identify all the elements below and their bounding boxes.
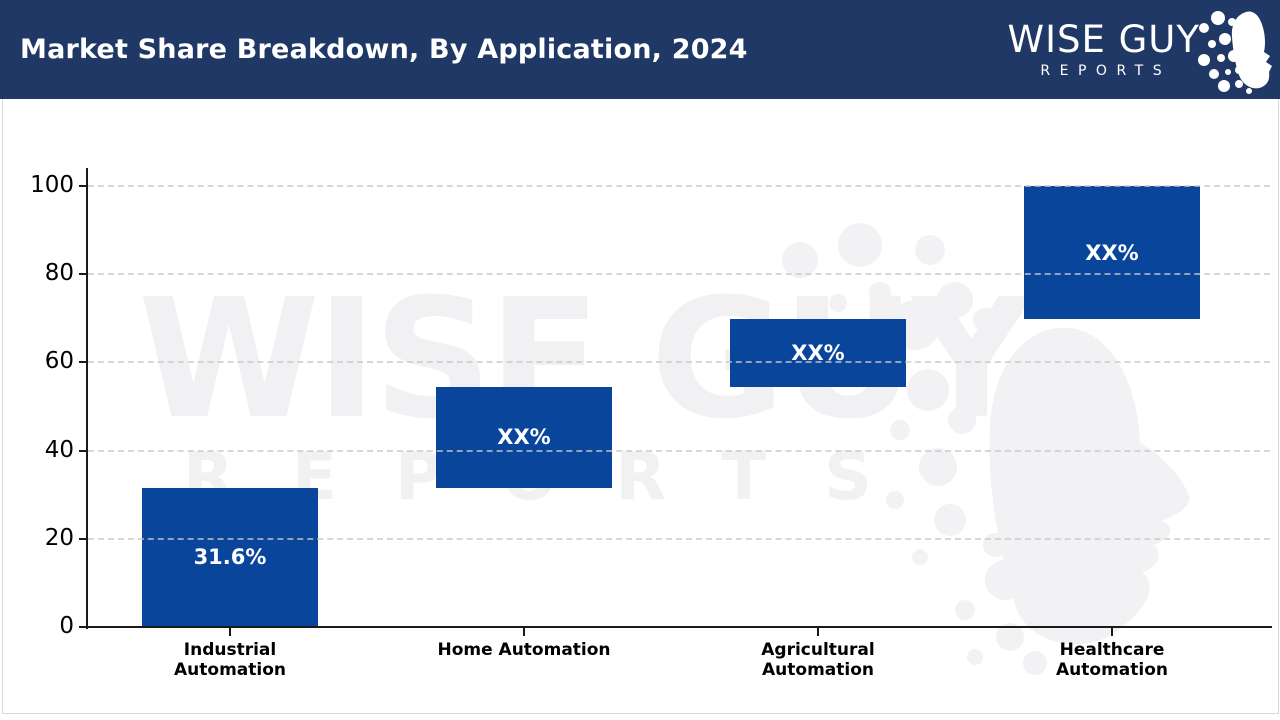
waterfall-bar: XX% [436,387,612,488]
x-axis-category-label: Industrial Automation [100,640,360,680]
logo-face-icon [1198,11,1272,94]
y-axis-tick [79,185,87,187]
y-axis-tick-label: 20 [44,524,74,551]
y-axis-tick-label: 40 [44,436,74,463]
y-axis-tick-label: 80 [44,260,74,287]
x-axis-line [86,626,1272,628]
y-axis-line [86,168,88,629]
x-axis-category-label: Agricultural Automation [688,640,948,680]
bar-value-label: XX% [497,425,551,450]
waterfall-bar: 31.6% [142,487,318,627]
watermark-face-dots-icon [782,223,1190,675]
gridline [88,537,1270,540]
gridline [88,185,1270,187]
logo-wordmark: WISE GUY [1007,18,1200,61]
x-axis-tick [817,628,819,636]
gridline [88,273,1270,276]
x-axis-category-label-line: Industrial [183,640,277,660]
x-axis-tick [229,628,231,636]
y-axis-tick [79,449,87,452]
x-axis-category-label-line: Automation [174,660,286,680]
y-axis-tick-label: 0 [59,613,74,639]
gridline [88,449,1270,452]
x-axis-category-label-line: Automation [1056,660,1168,680]
x-axis-tick [523,628,525,636]
x-axis-category-label: Home Automation [394,640,654,660]
waterfall-bar: XX% [1024,186,1200,320]
y-axis-tick [79,361,87,364]
x-axis-tick [1111,628,1113,636]
bar-value-label: 31.6% [193,545,267,570]
waterfall-bar: XX% [730,319,906,388]
header: Market Share Breakdown, By Application, … [0,0,1280,99]
x-axis-category-label-line: Automation [762,660,874,680]
y-axis-tick [79,537,87,540]
page-title: Market Share Breakdown, By Application, … [20,34,748,65]
x-axis-category-label-line: Healthcare [1059,640,1165,660]
x-axis-category-label-line: Home Automation [437,640,611,660]
y-axis-tick-label: 60 [44,348,74,375]
gridline [88,361,1270,364]
x-axis-category-label-line: Agricultural [761,640,875,660]
logo-subtext: REPORTS [1040,63,1172,79]
bar-value-label: XX% [1085,240,1139,265]
y-axis-tick [79,273,87,276]
x-axis-category-label: Healthcare Automation [982,640,1242,680]
y-axis-tick [79,626,87,628]
logo-text: WISE GUY REPORTS [1008,20,1200,80]
bar-value-label: XX% [791,341,845,366]
y-axis-tick-label: 100 [30,172,74,198]
wise-guy-logo: WISE GUY REPORTS [1008,4,1272,96]
